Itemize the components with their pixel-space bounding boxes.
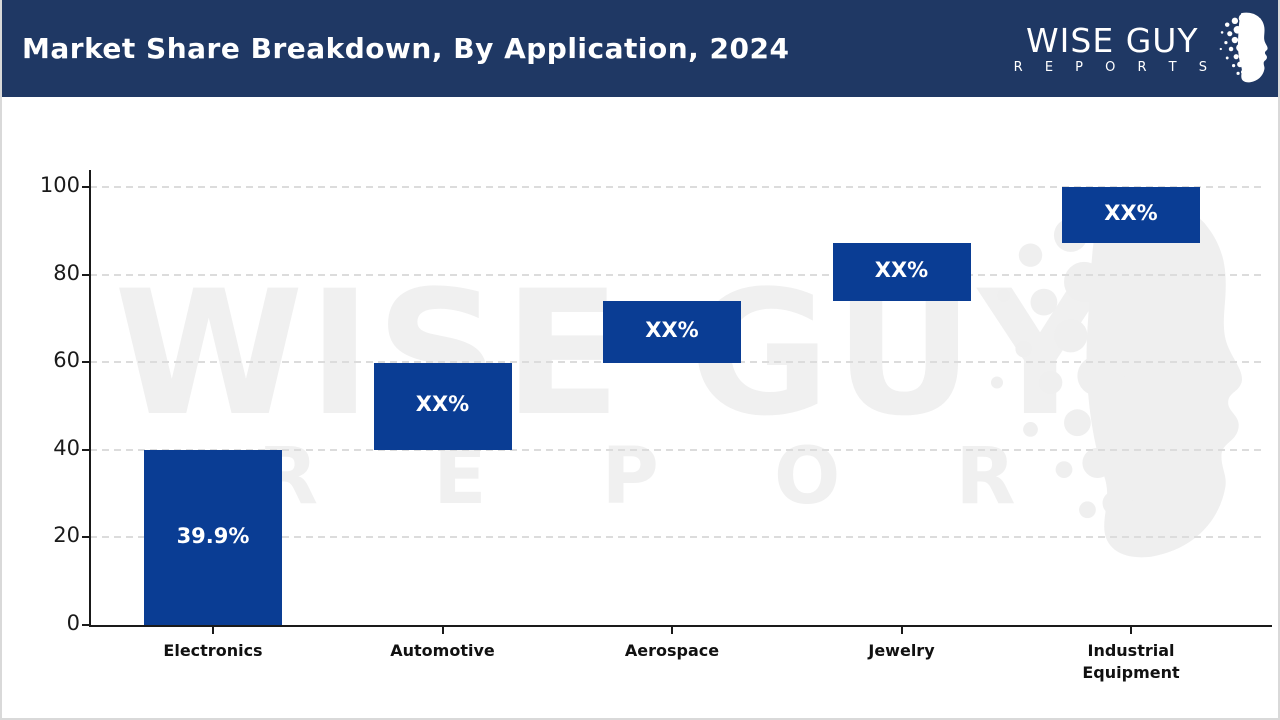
bar-automotive bbox=[373, 362, 512, 451]
bar-jewelry bbox=[832, 242, 971, 301]
bar-value-label: XX% bbox=[415, 392, 470, 417]
y-tick-label-0: 0 bbox=[66, 611, 80, 635]
bar-electronics bbox=[144, 450, 282, 625]
header-bar: Market Share Breakdown, By Application, … bbox=[2, 0, 1278, 97]
brand-logo-line2: R E P O R T S bbox=[1013, 59, 1216, 75]
bar-value-label: XX% bbox=[1104, 200, 1158, 225]
y-tick-mark-80 bbox=[82, 273, 90, 276]
bar-industrial-equipment bbox=[1062, 187, 1200, 243]
x-tick-mark-3 bbox=[900, 627, 903, 634]
x-tick-mark-0 bbox=[212, 627, 214, 634]
head-dots-logo-icon bbox=[1208, 6, 1272, 92]
brand-logo-line1: WISE GUY bbox=[1026, 20, 1199, 60]
x-tick-mark-1 bbox=[441, 627, 444, 634]
gridline-80 bbox=[90, 273, 1264, 276]
x-category-label: Industrial Equipment bbox=[1082, 641, 1180, 682]
x-category-label: Electronics bbox=[163, 641, 263, 660]
x-category-label: Automotive bbox=[390, 641, 495, 660]
y-tick-mark-60 bbox=[82, 361, 90, 364]
x-tick-mark-4 bbox=[1130, 627, 1132, 634]
gridline-20 bbox=[90, 536, 1264, 539]
y-tick-mark-40 bbox=[82, 448, 90, 451]
brand-logo: WISE GUY R E P O R T S bbox=[1009, 4, 1272, 94]
y-tick-label-20: 20 bbox=[53, 523, 80, 548]
y-tick-mark-20 bbox=[82, 536, 90, 539]
y-tick-mark-100 bbox=[82, 186, 90, 188]
bar-value-label: XX% bbox=[645, 317, 699, 342]
y-tick-label-80: 80 bbox=[53, 260, 80, 285]
y-tick-label-40: 40 bbox=[53, 435, 80, 460]
bar-aerospace bbox=[603, 300, 741, 363]
x-category-label: Aerospace bbox=[624, 641, 720, 660]
x-axis-spine bbox=[90, 625, 1272, 627]
brand-logo-wordmark: WISE GUY R E P O R T S bbox=[1009, 24, 1216, 75]
page-title: Market Share Breakdown, By Application, … bbox=[22, 32, 790, 65]
x-tick-mark-2 bbox=[671, 627, 673, 634]
x-category-label: Jewelry bbox=[868, 641, 935, 660]
bar-value-label: 39.9% bbox=[176, 523, 250, 548]
y-tick-label-60: 60 bbox=[53, 348, 80, 373]
y-axis-spine bbox=[89, 170, 91, 627]
gridline-40 bbox=[90, 448, 1264, 451]
bar-value-label: XX% bbox=[874, 257, 929, 282]
gridline-100 bbox=[90, 186, 1264, 188]
y-tick-label-100: 100 bbox=[39, 173, 80, 197]
y-tick-mark-0 bbox=[82, 624, 90, 626]
